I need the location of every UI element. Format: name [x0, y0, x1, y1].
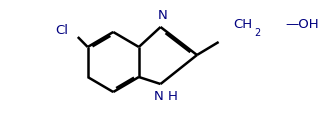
Text: 2: 2 [254, 28, 260, 38]
Text: —OH: —OH [285, 19, 319, 31]
Text: Cl: Cl [56, 23, 69, 37]
Text: N: N [158, 9, 167, 22]
Text: N H: N H [153, 90, 177, 103]
Text: CH: CH [233, 19, 252, 31]
